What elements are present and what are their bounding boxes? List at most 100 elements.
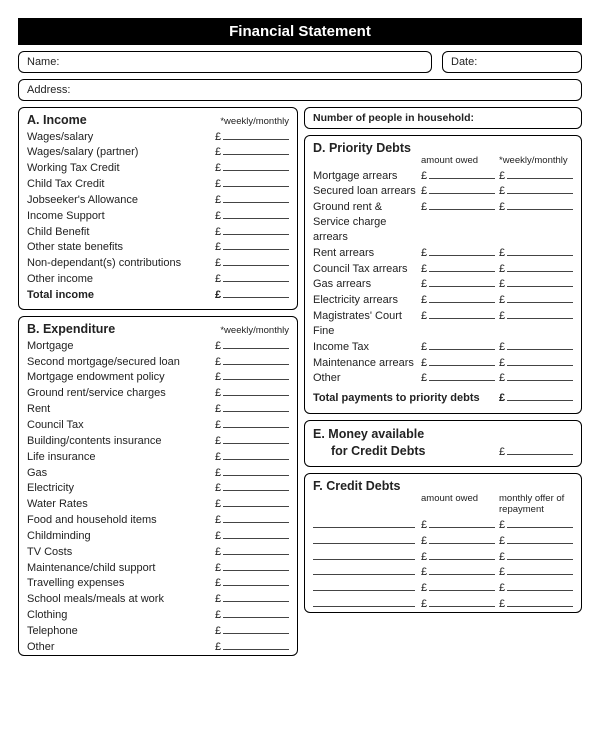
priority-row: Mortgage arrears££ <box>313 168 573 184</box>
blank-line[interactable] <box>507 551 573 560</box>
blank-line[interactable] <box>507 185 573 194</box>
blank-line[interactable] <box>429 598 495 607</box>
blank-line[interactable] <box>429 372 495 381</box>
household-field[interactable]: Number of people in household: <box>304 107 582 129</box>
blank-line[interactable] <box>223 577 289 586</box>
blank-line[interactable] <box>429 201 495 210</box>
expenditure-row: TV Costs£ <box>27 544 289 560</box>
blank-line[interactable] <box>223 625 289 634</box>
blank-line[interactable] <box>223 226 289 235</box>
blank-line[interactable] <box>507 519 573 528</box>
blank-line[interactable] <box>223 210 289 219</box>
blank-line[interactable] <box>429 294 495 303</box>
income-row: Wages/salary (partner)£ <box>27 145 289 161</box>
priority-row: Electricity arrears££ <box>313 293 573 309</box>
blank-line[interactable] <box>429 185 495 194</box>
blank-line[interactable] <box>223 609 289 618</box>
credit-item-blank[interactable] <box>313 551 415 560</box>
blank-line[interactable] <box>223 289 289 298</box>
blank-line[interactable] <box>507 263 573 272</box>
blank-line[interactable] <box>507 392 573 401</box>
blank-line[interactable] <box>223 530 289 539</box>
income-panel: A. Income *weekly/monthly Wages/salary£W… <box>18 107 298 310</box>
credit-item-blank[interactable] <box>313 566 415 575</box>
blank-line[interactable] <box>429 310 495 319</box>
blank-line[interactable] <box>223 146 289 155</box>
blank-line[interactable] <box>507 247 573 256</box>
priority-item-label: Rent arrears <box>313 246 421 261</box>
address-field[interactable]: Address: <box>18 79 582 101</box>
blank-line[interactable] <box>507 341 573 350</box>
blank-line[interactable] <box>507 582 573 591</box>
blank-line[interactable] <box>223 162 289 171</box>
priority-row: Council Tax arrears££ <box>313 261 573 277</box>
income-row: Other state benefits£ <box>27 240 289 256</box>
blank-line[interactable] <box>223 467 289 476</box>
blank-line[interactable] <box>429 341 495 350</box>
expenditure-row: School meals/meals at work£ <box>27 592 289 608</box>
blank-line[interactable] <box>429 263 495 272</box>
blank-line[interactable] <box>507 598 573 607</box>
expenditure-row: Gas£ <box>27 465 289 481</box>
blank-line[interactable] <box>429 566 495 575</box>
expenditure-row: Travelling expenses£ <box>27 576 289 592</box>
blank-line[interactable] <box>507 170 573 179</box>
blank-line[interactable] <box>223 356 289 365</box>
credit-item-blank[interactable] <box>313 535 415 544</box>
credit-row: ££ <box>313 533 573 549</box>
blank-line[interactable] <box>507 535 573 544</box>
blank-line[interactable] <box>223 419 289 428</box>
blank-line[interactable] <box>223 451 289 460</box>
priority-row: Ground rent & Service charge arrears££ <box>313 200 573 246</box>
blank-line[interactable] <box>223 593 289 602</box>
credit-row: ££ <box>313 565 573 581</box>
credit-item-blank[interactable] <box>313 519 415 528</box>
credit-item-blank[interactable] <box>313 598 415 607</box>
blank-line[interactable] <box>223 498 289 507</box>
blank-line[interactable] <box>507 201 573 210</box>
left-column: A. Income *weekly/monthly Wages/salary£W… <box>18 107 298 656</box>
blank-line[interactable] <box>223 546 289 555</box>
blank-line[interactable] <box>507 566 573 575</box>
blank-line[interactable] <box>429 247 495 256</box>
blank-line[interactable] <box>223 371 289 380</box>
blank-line[interactable] <box>429 551 495 560</box>
blank-line[interactable] <box>223 482 289 491</box>
blank-line[interactable] <box>507 294 573 303</box>
blank-line[interactable] <box>223 403 289 412</box>
blank-line[interactable] <box>429 170 495 179</box>
blank-line[interactable] <box>507 357 573 366</box>
blank-line[interactable] <box>223 387 289 396</box>
blank-line[interactable] <box>223 194 289 203</box>
blank-line[interactable] <box>223 131 289 140</box>
blank-line[interactable] <box>223 435 289 444</box>
blank-line[interactable] <box>507 372 573 381</box>
blank-line[interactable] <box>223 257 289 266</box>
date-field[interactable]: Date: <box>442 51 582 73</box>
blank-line[interactable] <box>507 310 573 319</box>
blank-line[interactable] <box>223 340 289 349</box>
blank-line[interactable] <box>507 278 573 287</box>
income-row: Other income£ <box>27 272 289 288</box>
credit-item-blank[interactable] <box>313 582 415 591</box>
income-item-label: Child Benefit <box>27 225 215 240</box>
blank-line[interactable] <box>429 582 495 591</box>
expenditure-item-label: Second mortgage/secured loan <box>27 355 215 370</box>
blank-line[interactable] <box>223 562 289 571</box>
blank-line[interactable] <box>429 519 495 528</box>
blank-line[interactable] <box>429 357 495 366</box>
blank-line[interactable] <box>429 535 495 544</box>
money-avail-line2: for Credit Debts <box>313 443 495 460</box>
blank-line[interactable] <box>223 641 289 650</box>
name-field[interactable]: Name: <box>18 51 432 73</box>
priority-item-label: Secured loan arrears <box>313 184 421 199</box>
blank-line[interactable] <box>223 514 289 523</box>
blank-line[interactable] <box>507 446 573 455</box>
blank-line[interactable] <box>429 278 495 287</box>
blank-line[interactable] <box>223 241 289 250</box>
priority-item-label: Maintenance arrears <box>313 356 421 371</box>
blank-line[interactable] <box>223 178 289 187</box>
blank-line[interactable] <box>223 273 289 282</box>
priority-row: Secured loan arrears££ <box>313 184 573 200</box>
expenditure-row: Building/contents insurance£ <box>27 433 289 449</box>
